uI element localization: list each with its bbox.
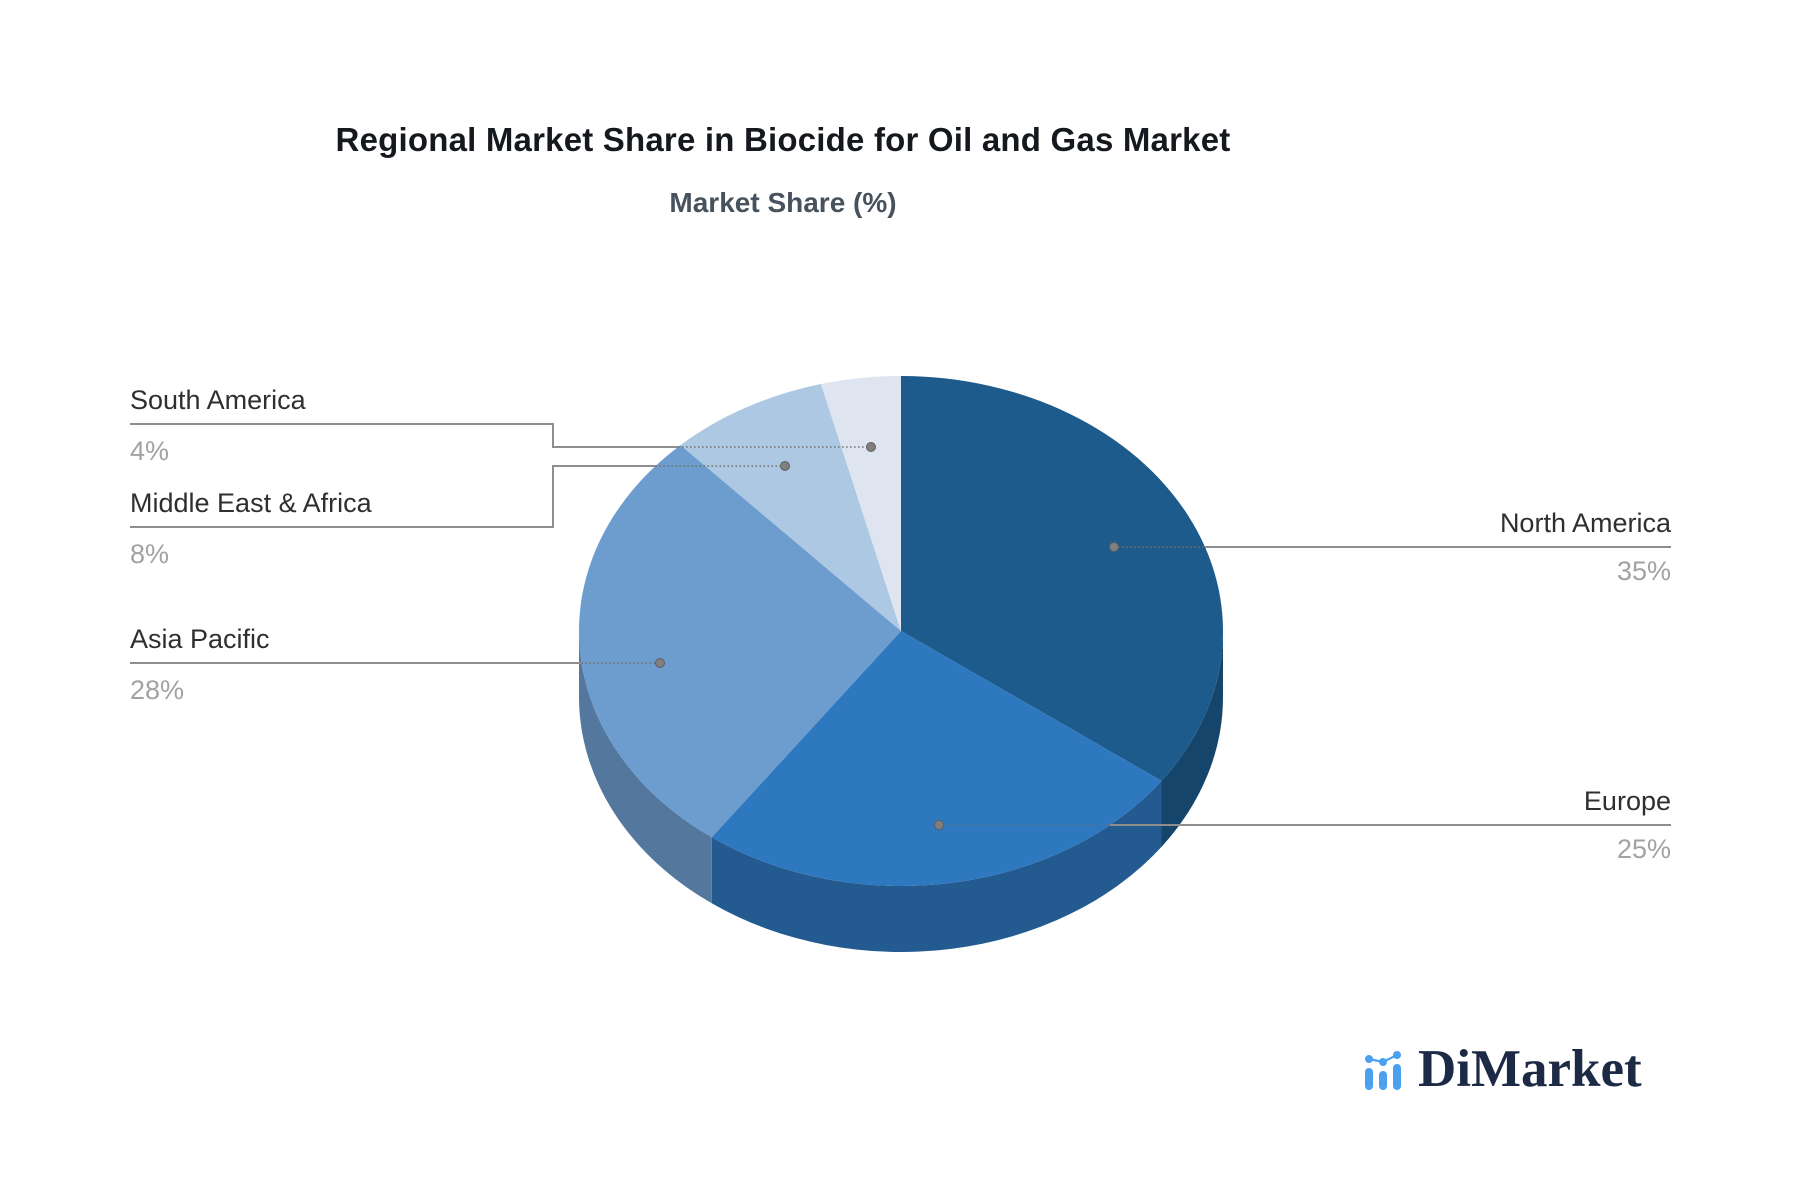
pie-side-walls — [579, 631, 1223, 952]
slice-value-south-america: 4% — [130, 436, 170, 466]
bar-chart-sparkline-icon — [1365, 1051, 1401, 1090]
slice-value-north-america: 35% — [1616, 556, 1671, 586]
slice-label-south-america: South America — [130, 385, 306, 415]
slice-label-middle-east-africa: Middle East & Africa — [130, 488, 372, 518]
pie-slice-north-america[interactable] — [901, 376, 1223, 781]
slice-label-asia-pacific: Asia Pacific — [130, 624, 270, 654]
leader-dot-europe — [934, 820, 944, 830]
slice-label-europe: Europe — [1583, 786, 1671, 816]
pie-slice-asia-pacific[interactable] — [579, 445, 901, 838]
leader-dot-asia-pacific — [655, 658, 665, 668]
leader-line-middle-east-africa — [130, 465, 656, 528]
pie-slice-middle-east-africa[interactable] — [680, 384, 901, 631]
leader-dot-middle-east-africa — [780, 461, 790, 471]
leader-dot-north-america — [1109, 542, 1119, 552]
slice-value-middle-east-africa: 8% — [130, 539, 170, 569]
pie-slice-europe[interactable] — [711, 631, 1162, 887]
pie-slice-side-europe — [711, 780, 1162, 952]
pie-slice-south-america[interactable] — [820, 376, 901, 631]
brand-logo: DiMarket — [1363, 1040, 1642, 1098]
brand-logo-text: DiMarket — [1418, 1040, 1642, 1098]
leader-line-south-america — [130, 423, 679, 448]
chart-title: Regional Market Share in Biocide for Oil… — [335, 121, 1231, 158]
pie-leader-lines — [130, 423, 1671, 830]
leader-dot-south-america — [866, 442, 876, 452]
pie-top-faces — [579, 376, 1223, 887]
slice-value-asia-pacific: 28% — [130, 675, 185, 705]
pie-slice-side-north-america — [1161, 631, 1223, 847]
slice-label-north-america: North America — [1499, 508, 1671, 538]
chart-subtitle: Market Share (%) — [669, 187, 897, 218]
pie-slice-side-asia-pacific — [579, 631, 712, 904]
slice-value-europe: 25% — [1616, 834, 1671, 864]
